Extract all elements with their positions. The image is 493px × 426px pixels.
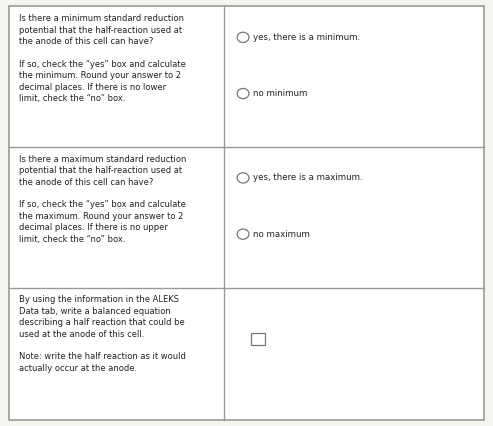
Text: Is there a minimum standard reduction
potential that the half-reaction used at
t: Is there a minimum standard reduction po… [19, 14, 185, 103]
Text: yes, there is a maximum.: yes, there is a maximum. [253, 173, 362, 182]
Text: yes, there is a minimum.: yes, there is a minimum. [253, 33, 360, 42]
Circle shape [237, 32, 249, 43]
Circle shape [237, 89, 249, 99]
Text: no minimum: no minimum [253, 89, 307, 98]
Text: no maximum: no maximum [253, 230, 310, 239]
Circle shape [237, 173, 249, 183]
Text: By using the information in the ALEKS
Data tab, write a balanced equation
descri: By using the information in the ALEKS Da… [19, 295, 185, 373]
Bar [251, 333, 265, 345]
Text: Is there a maximum standard reduction
potential that the half-reaction used at
t: Is there a maximum standard reduction po… [19, 155, 186, 244]
Circle shape [237, 229, 249, 239]
